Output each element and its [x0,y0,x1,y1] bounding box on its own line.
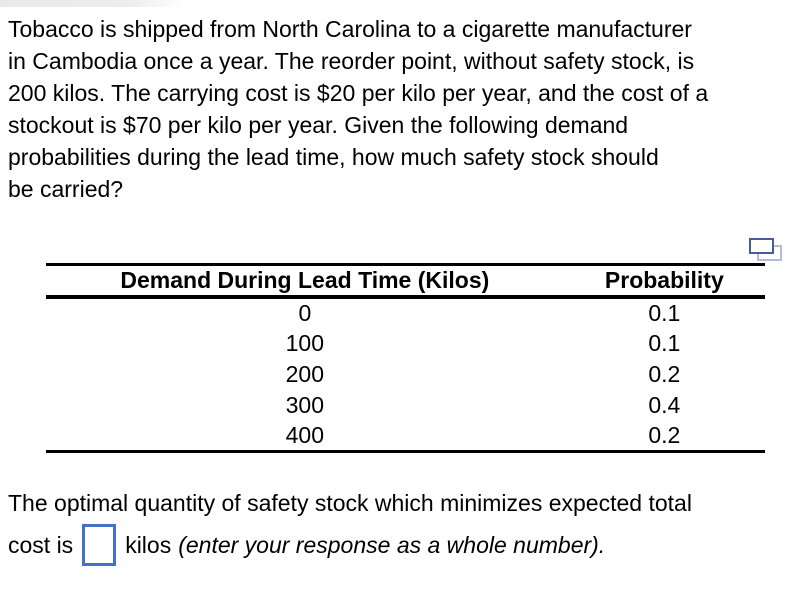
answer-suffix-label: kilos [125,532,172,558]
demand-cell: 200 [285,360,325,387]
answer-note: (enter your response as a whole number). [178,532,606,558]
demand-cell: 300 [285,391,325,418]
answer-text-line1: The optimal quantity of safety stock whi… [8,490,692,516]
page-edge-artifact [0,0,186,7]
table-row: 100 0.1 [46,328,765,359]
demand-probability-table: Demand During Lead Time (Kilos) Probabil… [46,263,765,453]
probability-cell: 0.2 [648,360,681,387]
column-header-demand: Demand During Lead Time (Kilos) [46,264,564,299]
table-row: 200 0.2 [46,359,765,390]
table-header-row: Demand During Lead Time (Kilos) Probabil… [46,264,765,299]
table-row: 300 0.4 [46,390,765,421]
probability-cell: 0.4 [648,391,681,418]
copy-icon-front-rect [749,238,774,254]
column-header-probability: Probability [563,264,765,299]
demand-cell: 100 [285,329,325,356]
probability-cell: 0.1 [648,299,681,326]
answer-input[interactable] [82,524,117,566]
answer-prefix-label: cost is [8,532,74,558]
copy-icon[interactable] [748,237,784,263]
table-row: 0 0.1 [46,297,765,328]
demand-cell: 400 [285,421,325,448]
probability-cell: 0.2 [648,421,681,448]
question-text: Tobacco is shipped from North Carolina t… [8,16,709,202]
demand-cell: 0 [298,299,312,326]
answer-text-line2: cost is kilos (enter your response as a … [8,523,806,567]
probability-cell: 0.1 [648,329,681,356]
table-row: 400 0.2 [46,421,765,452]
answer-section: The optimal quantity of safety stock whi… [8,487,806,567]
